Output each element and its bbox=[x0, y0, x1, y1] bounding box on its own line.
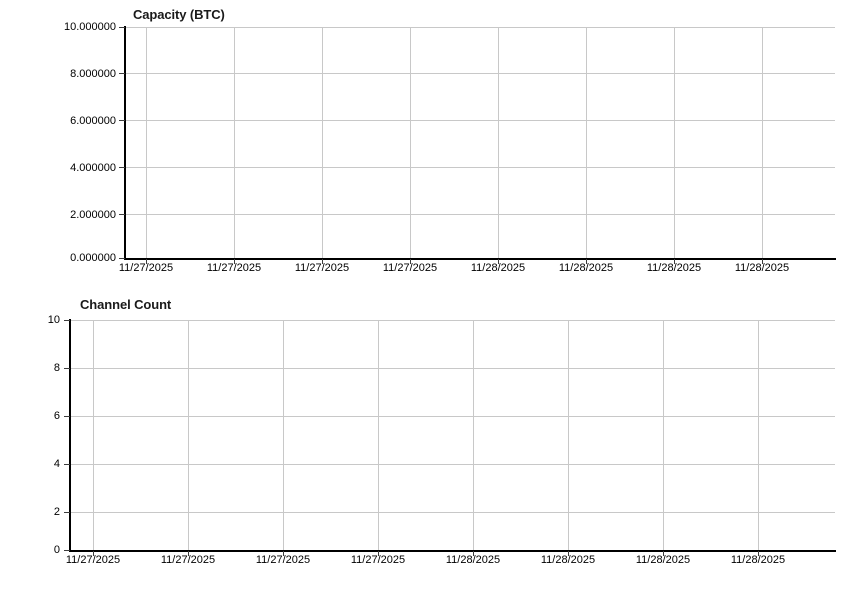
capacity-x-tick-6 bbox=[674, 259, 675, 264]
channel-x-label-0: 11/27/2025 bbox=[65, 554, 121, 566]
capacity-x-label-4: 11/28/2025 bbox=[470, 262, 526, 274]
channel-gridline-v-3 bbox=[378, 320, 379, 550]
channel-x-label-4: 11/28/2025 bbox=[445, 554, 501, 566]
channel-y-tick-2 bbox=[64, 512, 70, 513]
capacity-y-label-6: 6.000000 bbox=[70, 115, 116, 127]
channel-gridline-v-5 bbox=[568, 320, 569, 550]
channel-y-label-0: 0 bbox=[53, 544, 60, 556]
channel-x-label-1: 11/27/2025 bbox=[160, 554, 216, 566]
capacity-x-tick-7 bbox=[762, 259, 763, 264]
channel-x-label-3: 11/27/2025 bbox=[350, 554, 406, 566]
capacity-y-axis-line bbox=[124, 26, 126, 260]
capacity-chart-title: Capacity (BTC) bbox=[133, 7, 225, 22]
channel-x-tick-1 bbox=[188, 551, 189, 556]
capacity-x-label-7: 11/28/2025 bbox=[734, 262, 790, 274]
channel-x-label-6: 11/28/2025 bbox=[635, 554, 691, 566]
capacity-gridline-v-1 bbox=[234, 27, 235, 258]
channel-gridline-v-6 bbox=[663, 320, 664, 550]
capacity-gridline-h-6 bbox=[125, 120, 835, 121]
channel-gridline-h-10 bbox=[70, 320, 835, 321]
channel-y-label-4: 4 bbox=[53, 458, 60, 470]
channel-x-label-2: 11/27/2025 bbox=[255, 554, 311, 566]
capacity-x-label-1: 11/27/2025 bbox=[206, 262, 262, 274]
capacity-plot-area bbox=[125, 27, 835, 258]
channel-y-tick-0 bbox=[64, 550, 70, 551]
capacity-x-label-3: 11/27/2025 bbox=[382, 262, 438, 274]
capacity-y-label-8: 8.000000 bbox=[70, 68, 116, 80]
channel-gridline-h-6 bbox=[70, 416, 835, 417]
channel-y-tick-8 bbox=[64, 368, 70, 369]
capacity-x-tick-3 bbox=[410, 259, 411, 264]
channel-y-label-2: 2 bbox=[53, 506, 60, 518]
capacity-gridline-v-5 bbox=[586, 27, 587, 258]
capacity-y-tick-6 bbox=[119, 120, 125, 121]
capacity-gridline-v-2 bbox=[322, 27, 323, 258]
capacity-y-label-10: 10.000000 bbox=[64, 21, 116, 33]
channel-y-tick-10 bbox=[64, 320, 70, 321]
channel-gridline-h-8 bbox=[70, 368, 835, 369]
capacity-x-axis-line bbox=[124, 258, 836, 260]
capacity-chart-panel: Capacity (BTC) 10.000000 8.000000 6.0000… bbox=[0, 0, 860, 290]
channel-x-tick-5 bbox=[568, 551, 569, 556]
capacity-gridline-h-4 bbox=[125, 167, 835, 168]
channel-x-tick-6 bbox=[663, 551, 664, 556]
capacity-gridline-v-0 bbox=[146, 27, 147, 258]
channel-count-x-axis-line bbox=[69, 550, 836, 552]
channel-count-y-axis-line bbox=[69, 319, 71, 552]
capacity-x-label-5: 11/28/2025 bbox=[558, 262, 614, 274]
capacity-y-label-4: 4.000000 bbox=[70, 162, 116, 174]
capacity-y-tick-2 bbox=[119, 214, 125, 215]
channel-x-tick-2 bbox=[283, 551, 284, 556]
capacity-y-tick-4 bbox=[119, 167, 125, 168]
capacity-y-label-2: 2.000000 bbox=[70, 209, 116, 221]
channel-gridline-h-4 bbox=[70, 464, 835, 465]
channel-count-chart-title: Channel Count bbox=[80, 297, 172, 312]
capacity-x-tick-5 bbox=[586, 259, 587, 264]
channel-gridline-v-2 bbox=[283, 320, 284, 550]
capacity-y-tick-0 bbox=[119, 258, 125, 259]
channel-gridline-v-4 bbox=[473, 320, 474, 550]
channel-x-label-5: 11/28/2025 bbox=[540, 554, 596, 566]
capacity-gridline-v-7 bbox=[762, 27, 763, 258]
capacity-y-tick-10 bbox=[119, 27, 125, 28]
capacity-gridline-v-4 bbox=[498, 27, 499, 258]
channel-gridline-v-0 bbox=[93, 320, 94, 550]
channel-x-tick-7 bbox=[758, 551, 759, 556]
capacity-gridline-v-6 bbox=[674, 27, 675, 258]
channel-y-tick-4 bbox=[64, 464, 70, 465]
channel-x-tick-4 bbox=[473, 551, 474, 556]
channel-gridline-v-1 bbox=[188, 320, 189, 550]
channel-y-label-8: 8 bbox=[53, 362, 60, 374]
channel-gridline-h-2 bbox=[70, 512, 835, 513]
channel-y-label-10: 10 bbox=[47, 314, 60, 326]
channel-gridline-v-7 bbox=[758, 320, 759, 550]
capacity-gridline-v-3 bbox=[410, 27, 411, 258]
capacity-x-label-6: 11/28/2025 bbox=[646, 262, 702, 274]
channel-y-label-6: 6 bbox=[53, 410, 60, 422]
capacity-gridline-h-10 bbox=[125, 27, 835, 28]
channel-y-tick-6 bbox=[64, 416, 70, 417]
channel-x-tick-3 bbox=[378, 551, 379, 556]
capacity-gridline-h-2 bbox=[125, 214, 835, 215]
capacity-x-label-2: 11/27/2025 bbox=[294, 262, 350, 274]
capacity-x-label-0: 11/27/2025 bbox=[118, 262, 174, 274]
channel-count-plot-area bbox=[70, 320, 835, 550]
capacity-x-tick-4 bbox=[498, 259, 499, 264]
capacity-x-tick-0 bbox=[146, 259, 147, 264]
capacity-x-tick-1 bbox=[234, 259, 235, 264]
capacity-y-label-0: 0.000000 bbox=[70, 252, 116, 264]
channel-count-chart-panel: Channel Count 10 8 6 4 2 0 11/27/2025 bbox=[0, 290, 860, 600]
capacity-gridline-h-8 bbox=[125, 73, 835, 74]
channel-x-label-7: 11/28/2025 bbox=[730, 554, 786, 566]
capacity-x-tick-2 bbox=[322, 259, 323, 264]
channel-x-tick-0 bbox=[93, 551, 94, 556]
capacity-y-tick-8 bbox=[119, 73, 125, 74]
